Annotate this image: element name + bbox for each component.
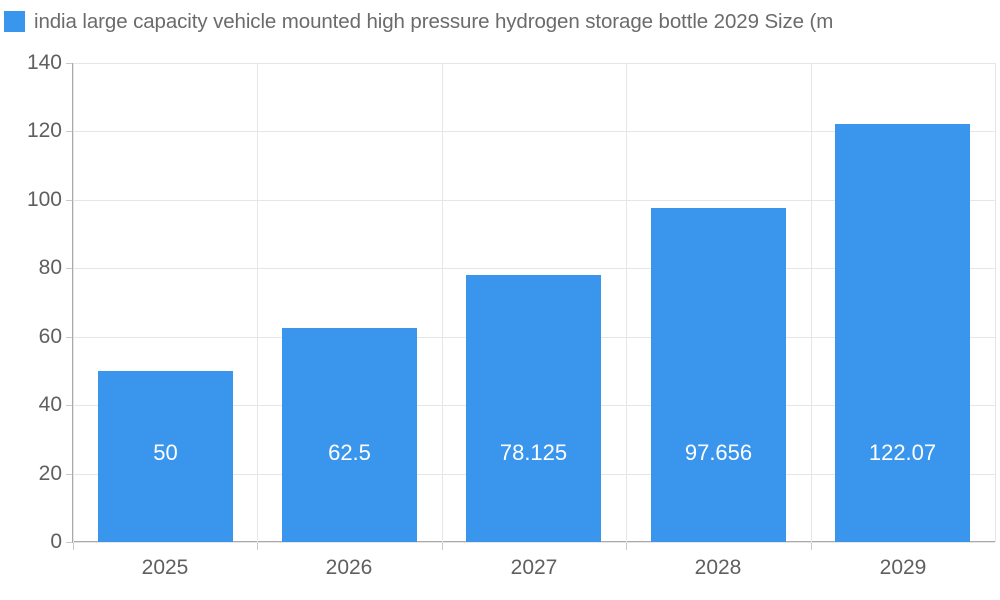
y-axis-tick-mark bbox=[66, 542, 72, 543]
y-axis-tick-mark bbox=[66, 268, 72, 270]
gridline-vertical bbox=[811, 63, 812, 542]
bar-value-label: 122.07 bbox=[868, 440, 937, 465]
x-axis-tick-label: 2028 bbox=[694, 556, 742, 579]
gridline-horizontal bbox=[73, 63, 995, 64]
bar[interactable] bbox=[98, 371, 233, 542]
bar[interactable] bbox=[651, 208, 786, 542]
x-axis-tick-mark bbox=[626, 543, 627, 550]
x-axis-tick-mark bbox=[257, 543, 258, 550]
gridline-horizontal bbox=[73, 268, 995, 270]
x-axis-tick-label: 2029 bbox=[879, 556, 927, 579]
legend-label[interactable]: india large capacity vehicle mounted hig… bbox=[34, 10, 834, 33]
bar[interactable] bbox=[466, 275, 601, 542]
y-axis-tick-label: 0 bbox=[50, 530, 62, 553]
y-axis-tick-mark bbox=[66, 405, 72, 407]
gridline-vertical bbox=[73, 63, 74, 542]
gridline-vertical bbox=[442, 63, 443, 542]
bar-value-label: 62.5 bbox=[328, 440, 371, 465]
y-axis-tick-label: 140 bbox=[26, 51, 62, 74]
bar-value-label: 78.125 bbox=[499, 440, 568, 465]
x-axis-tick-label: 2025 bbox=[141, 556, 189, 579]
y-axis-tick-mark bbox=[66, 336, 72, 338]
y-axis-tick-label: 40 bbox=[38, 393, 62, 417]
x-axis-tick-mark bbox=[811, 543, 812, 550]
gridline-horizontal bbox=[73, 542, 995, 543]
x-axis-tick-label: 2027 bbox=[510, 556, 558, 579]
y-axis-tick-mark bbox=[66, 131, 72, 133]
y-axis-tick-label: 120 bbox=[26, 119, 62, 143]
x-axis-tick-mark bbox=[442, 543, 443, 550]
bar-value-label: 50 bbox=[153, 440, 178, 465]
gridline-vertical bbox=[626, 63, 627, 542]
bar-value-label: 97.656 bbox=[684, 440, 753, 465]
y-axis-labels: 0 20 40 60 80 100 120 140 bbox=[0, 0, 62, 600]
y-axis-tick-mark bbox=[66, 473, 72, 475]
y-axis-tick-label: 60 bbox=[38, 324, 62, 348]
gridline-vertical bbox=[257, 63, 258, 542]
gridline-horizontal bbox=[73, 131, 995, 133]
y-axis-tick-label: 80 bbox=[38, 256, 62, 280]
bar[interactable] bbox=[835, 124, 970, 542]
gridline-vertical bbox=[995, 63, 996, 542]
y-axis-tick-mark bbox=[66, 199, 72, 201]
chart-legend: india large capacity vehicle mounted hig… bbox=[0, 0, 1000, 44]
y-axis-tick-label: 100 bbox=[26, 187, 62, 211]
y-axis-tick-label: 20 bbox=[38, 461, 62, 485]
y-axis-tick-mark bbox=[66, 63, 72, 64]
bar[interactable] bbox=[282, 328, 417, 542]
legend-swatch-icon bbox=[4, 11, 25, 32]
x-axis-tick-mark bbox=[73, 543, 74, 550]
gridline-horizontal bbox=[73, 199, 995, 201]
x-axis-tick-label: 2026 bbox=[325, 556, 373, 579]
